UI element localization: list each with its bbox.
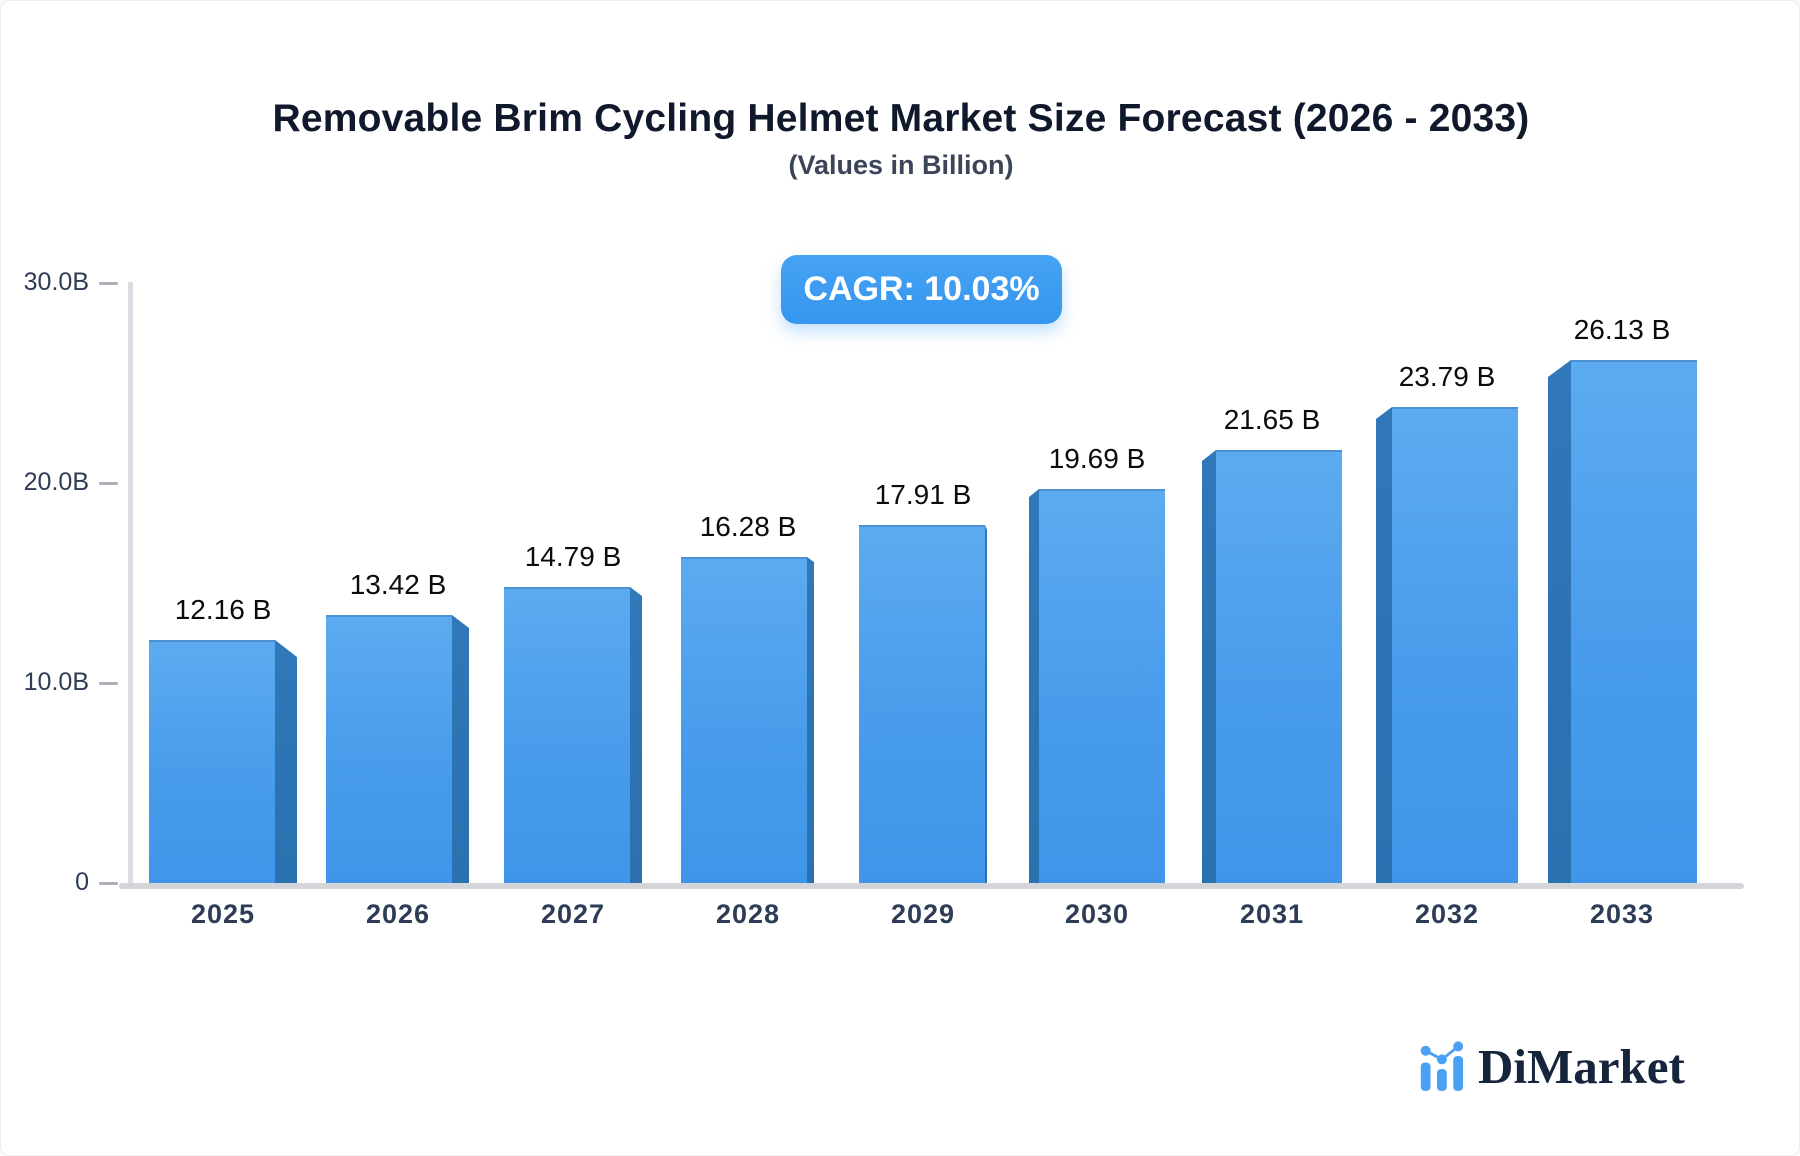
brand-logo: DiMarket [1419, 1039, 1685, 1095]
cagr-badge: CAGR: 10.03% [781, 255, 1062, 324]
bar-2028 [681, 557, 814, 883]
bar-2026 [326, 615, 469, 883]
bar-face [681, 557, 807, 883]
bar-face [504, 587, 630, 883]
bar-value-label: 17.91 B [874, 479, 972, 510]
y-axis-tick-label: 10.0B [23, 668, 89, 696]
x-axis-baseline [119, 883, 1744, 889]
x-axis-label-2028: 2028 [715, 899, 781, 929]
bar-value-label: 26.13 B [1573, 314, 1671, 345]
x-axis-label-2027: 2027 [540, 899, 606, 929]
x-axis-label-2025: 2025 [190, 899, 256, 929]
x-axis-label-2026: 2026 [365, 899, 431, 929]
y-axis-line [128, 282, 133, 884]
bar-side-3d [275, 640, 297, 883]
y-axis-tick-mark [99, 282, 118, 285]
x-axis-label-2029: 2029 [890, 899, 956, 929]
bar-2029 [859, 525, 987, 883]
bar-2025 [149, 640, 297, 883]
bar-value-label: 12.16 B [174, 594, 272, 625]
bar-face [1571, 360, 1697, 883]
bar-2027 [504, 587, 642, 883]
chart-title: Removable Brim Cycling Helmet Market Siz… [272, 97, 1530, 140]
cagr-badge-label: CAGR: 10.03% [803, 270, 1040, 308]
y-axis-tick-mark [99, 482, 118, 485]
y-axis-tick-label: 30.0B [23, 268, 89, 296]
bar-value-label: 14.79 B [524, 541, 622, 572]
y-axis-tick-mark [99, 882, 118, 885]
bar-value-label: 23.79 B [1398, 361, 1496, 392]
bar-face [1392, 407, 1518, 883]
x-axis-label-2032: 2032 [1414, 899, 1480, 929]
y-axis-tick-mark [99, 682, 118, 685]
bar-face [1039, 489, 1165, 883]
bar-value-label: 16.28 B [699, 511, 797, 542]
y-axis-tick-label: 0 [75, 868, 89, 896]
chart-subtitle: (Values in Billion) [788, 150, 1014, 180]
x-axis-label-2030: 2030 [1064, 899, 1130, 929]
brand-name: DiMarket [1478, 1039, 1685, 1094]
bar-side-3d [1202, 450, 1216, 883]
bar-side-3d [452, 615, 469, 883]
bar-face [1216, 450, 1342, 883]
bar-face [149, 640, 275, 883]
bar-value-label: 21.65 B [1223, 404, 1321, 435]
bar-face [859, 525, 985, 883]
bar-face [326, 615, 452, 883]
bar-2030 [1029, 489, 1165, 883]
bar-value-label: 19.69 B [1048, 443, 1146, 474]
bar-value-label: 13.42 B [349, 569, 447, 600]
bar-side-3d [1548, 360, 1571, 883]
bar-side-3d [630, 587, 642, 883]
bar-side-3d [985, 525, 987, 883]
bar-2031 [1202, 450, 1342, 883]
dimarket-bars-icon [1419, 1041, 1467, 1093]
bar-2032 [1376, 407, 1518, 883]
bar-side-3d [1029, 489, 1039, 883]
bar-side-3d [1376, 407, 1392, 883]
bar-side-3d [807, 557, 814, 883]
bar-2033 [1548, 360, 1697, 883]
x-axis-label-2033: 2033 [1589, 899, 1655, 929]
x-axis-label-2031: 2031 [1239, 899, 1305, 929]
y-axis-tick-label: 20.0B [23, 468, 89, 496]
